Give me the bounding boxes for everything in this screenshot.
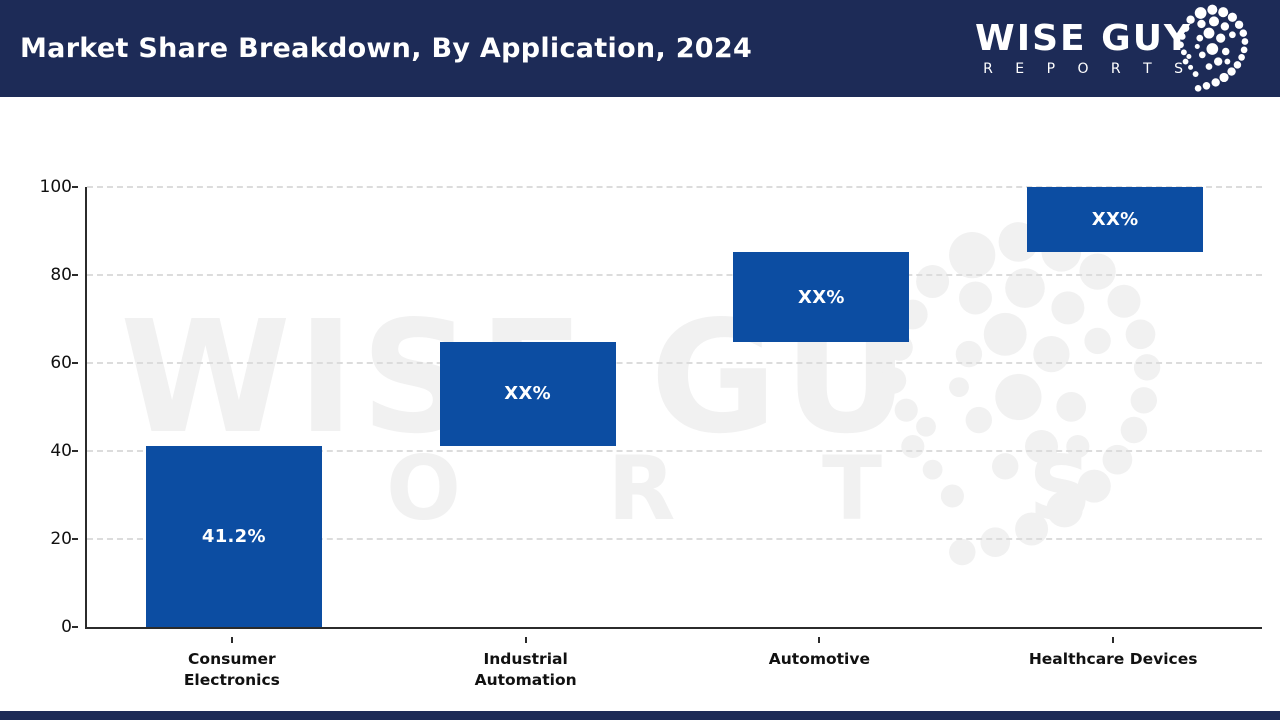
y-tick-label: 60 — [50, 353, 72, 373]
x-axis-labels: Consumer Electronics Industrial Automation A… — [85, 637, 1260, 697]
brand-logo: WISE GUY R E P O R T S — [975, 3, 1262, 95]
bar-value-label: XX% — [1091, 209, 1139, 231]
grid-line — [87, 274, 1262, 276]
x-tick-mark — [524, 637, 527, 643]
grid-line — [87, 362, 1262, 364]
chart-area: 0 20 40 60 80 100 41.2% XX% XX% XX% Consumer Elec… — [0, 97, 1280, 711]
y-tick-label: 80 — [50, 265, 72, 285]
y-tick-mark — [72, 626, 78, 628]
bar: XX% — [439, 341, 616, 446]
y-tick-mark — [72, 538, 78, 540]
brand-subname: R E P O R T S — [983, 60, 1192, 77]
bar: XX% — [733, 252, 910, 342]
dotted-head-icon — [1177, 4, 1249, 92]
x-tick-mark — [818, 637, 821, 643]
x-tick-label: Industrial Automation — [474, 650, 577, 689]
grid-line — [87, 538, 1262, 540]
brand-name: WISE GUY — [974, 17, 1192, 59]
x-tick-label: Automotive — [768, 650, 870, 668]
grid-line — [87, 450, 1262, 452]
y-tick-mark — [72, 274, 78, 276]
y-tick-mark — [72, 186, 78, 188]
y-axis-labels: 0 20 40 60 80 100 — [0, 177, 78, 637]
bar: XX% — [1027, 187, 1204, 253]
bar: 41.2% — [145, 445, 322, 627]
x-tick-label: Healthcare Devices — [1028, 650, 1198, 668]
grid-line — [87, 186, 1262, 188]
x-tick-mark — [230, 637, 233, 643]
bar-value-label: XX% — [504, 383, 551, 405]
page-title: Market Share Breakdown, By Application, … — [20, 33, 753, 64]
y-tick-label: 100 — [39, 177, 72, 197]
y-tick-label: 0 — [61, 617, 72, 637]
brand-logo-text: WISE GUY R E P O R T S — [974, 17, 1192, 77]
x-tick-label: Consumer Electronics — [183, 650, 280, 689]
y-tick-mark — [72, 450, 78, 452]
header-bar: Market Share Breakdown, By Application, … — [0, 0, 1280, 97]
x-tick-mark — [1112, 637, 1115, 643]
plot-area: 41.2% XX% XX% XX% — [85, 186, 1262, 629]
y-tick-label: 20 — [50, 529, 72, 549]
bar-value-label: 41.2% — [201, 525, 266, 547]
y-tick-mark — [72, 362, 78, 364]
bar-value-label: XX% — [798, 286, 845, 308]
footer-strip — [0, 711, 1280, 720]
y-tick-label: 40 — [50, 441, 72, 461]
